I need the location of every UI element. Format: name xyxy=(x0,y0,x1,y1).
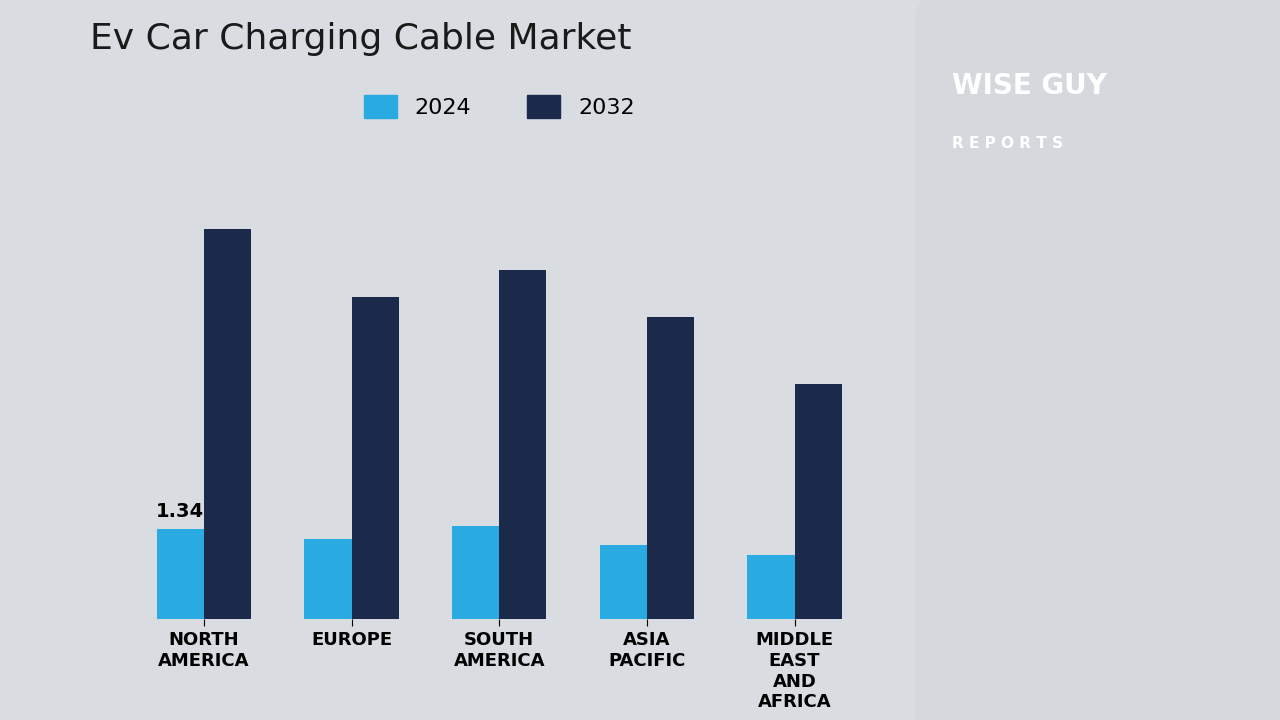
Bar xyxy=(352,297,399,619)
Bar xyxy=(599,545,646,619)
Text: Ev Car Charging Cable Market: Ev Car Charging Cable Market xyxy=(90,22,631,55)
Bar xyxy=(204,230,251,619)
Text: 1.34: 1.34 xyxy=(156,502,205,521)
Bar xyxy=(499,270,547,619)
Bar xyxy=(795,384,842,619)
Bar xyxy=(305,539,352,619)
Text: R E P O R T S: R E P O R T S xyxy=(952,137,1062,151)
Circle shape xyxy=(824,0,1280,720)
Bar xyxy=(452,526,499,619)
Bar xyxy=(646,317,694,619)
Bar xyxy=(748,555,795,619)
Text: WISE GUY: WISE GUY xyxy=(952,73,1106,100)
Legend: 2024, 2032: 2024, 2032 xyxy=(355,86,644,127)
Bar xyxy=(156,529,204,619)
